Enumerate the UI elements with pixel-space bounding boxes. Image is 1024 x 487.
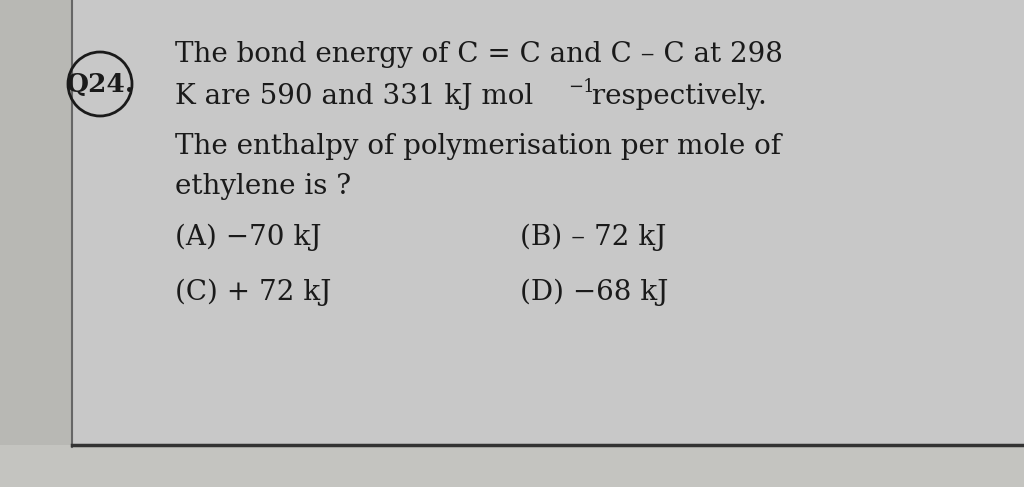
Bar (0, 445, 1024, 487)
Text: The enthalpy of polymerisation per mole of: The enthalpy of polymerisation per mole … (175, 133, 781, 161)
Text: respectively.: respectively. (583, 83, 767, 111)
Text: (D) −68 kJ: (D) −68 kJ (520, 278, 669, 306)
Text: (A) −70 kJ: (A) −70 kJ (175, 224, 322, 251)
Text: K are 590 and 331 kJ mol: K are 590 and 331 kJ mol (175, 83, 534, 111)
Text: (B) – 72 kJ: (B) – 72 kJ (520, 224, 667, 251)
Bar (0, 0, 72, 487)
Text: ethylene is ?: ethylene is ? (175, 173, 351, 201)
Text: −1: −1 (568, 78, 595, 96)
Text: (C) + 72 kJ: (C) + 72 kJ (175, 278, 332, 306)
Text: The bond energy of C = C and C – C at 298: The bond energy of C = C and C – C at 29… (175, 41, 783, 69)
Text: Q24.: Q24. (66, 72, 134, 96)
